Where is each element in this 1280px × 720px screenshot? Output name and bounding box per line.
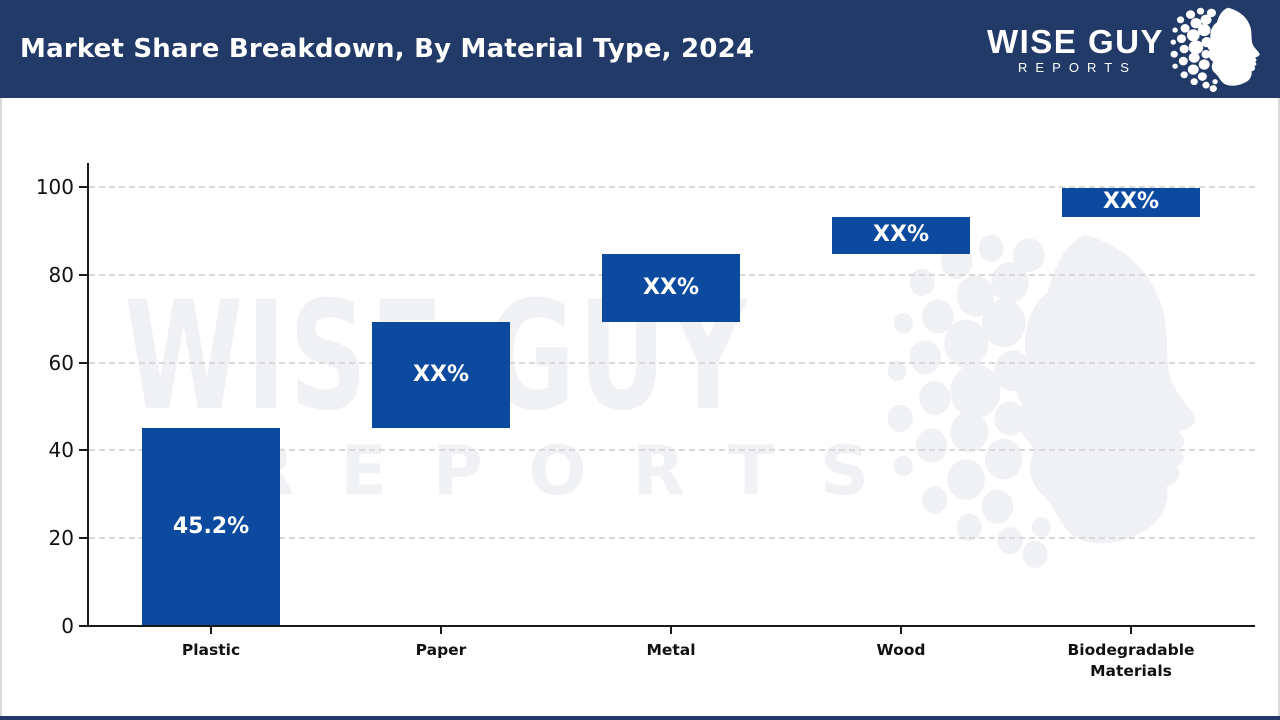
page-title: Market Share Breakdown, By Material Type…	[20, 34, 755, 64]
x-axis-tick	[900, 627, 902, 634]
bar-value-label: XX%	[873, 222, 929, 248]
y-axis-tick-label: 20	[48, 526, 74, 551]
y-axis-line	[87, 163, 89, 627]
x-axis-tick	[670, 627, 672, 634]
header-bar: Market Share Breakdown, By Material Type…	[0, 0, 1280, 98]
bar-paper	[372, 321, 510, 428]
y-axis-tick-label: 100	[35, 175, 74, 199]
page-right-border	[1278, 98, 1280, 716]
bar-metal	[602, 253, 740, 322]
watermark-subtitle: REPORTS	[242, 432, 916, 511]
y-axis-tick-label: 60	[48, 350, 74, 375]
x-axis-category-label-paper: Paper	[415, 641, 467, 659]
bar-plastic	[142, 427, 280, 626]
footer-bar	[0, 716, 1280, 720]
y-axis-tick	[79, 186, 88, 188]
y-axis-tick	[79, 273, 88, 276]
watermark-face-icon	[887, 234, 1196, 568]
wise-guy-reports-logo: WISE GUY REPORTS	[987, 6, 1266, 92]
y-axis-tick-label: 40	[48, 438, 74, 463]
y-axis-tick	[79, 625, 88, 627]
gridline	[89, 361, 1255, 364]
x-axis-line	[87, 625, 1255, 627]
bar-wood	[832, 216, 970, 254]
gridline	[89, 186, 1255, 188]
y-axis-tick-label: 0	[61, 614, 74, 638]
y-axis-tick	[79, 537, 88, 540]
bar-biodegradable-materials	[1062, 187, 1200, 217]
gridline	[89, 537, 1255, 540]
y-axis-tick	[79, 361, 88, 364]
x-axis-tick	[210, 627, 212, 634]
y-axis-tick-label: 80	[48, 262, 74, 287]
y-axis-tick	[79, 449, 88, 452]
x-axis-tick	[440, 627, 442, 634]
x-axis-category-label-plastic: Plastic	[181, 641, 241, 659]
logo-text: WISE GUY REPORTS	[987, 25, 1164, 74]
bar-value-label: XX%	[1103, 189, 1159, 215]
x-axis-tick	[1130, 627, 1132, 634]
x-axis-category-label-metal: Metal	[646, 641, 696, 659]
bar-value-label: XX%	[643, 274, 699, 300]
x-axis-category-label-biodegradable-materials: Biodegradable Materials	[1067, 641, 1195, 681]
gridline	[89, 449, 1255, 452]
bar-value-label: XX%	[413, 361, 469, 387]
bar-value-label: 45.2%	[172, 513, 250, 539]
page-left-border	[0, 98, 2, 716]
logo-wordmark: WISE GUY	[986, 22, 1164, 60]
logo-face-icon	[1170, 7, 1260, 92]
logo-subtitle: REPORTS	[1017, 59, 1137, 75]
x-axis-category-label-wood: Wood	[876, 641, 926, 659]
